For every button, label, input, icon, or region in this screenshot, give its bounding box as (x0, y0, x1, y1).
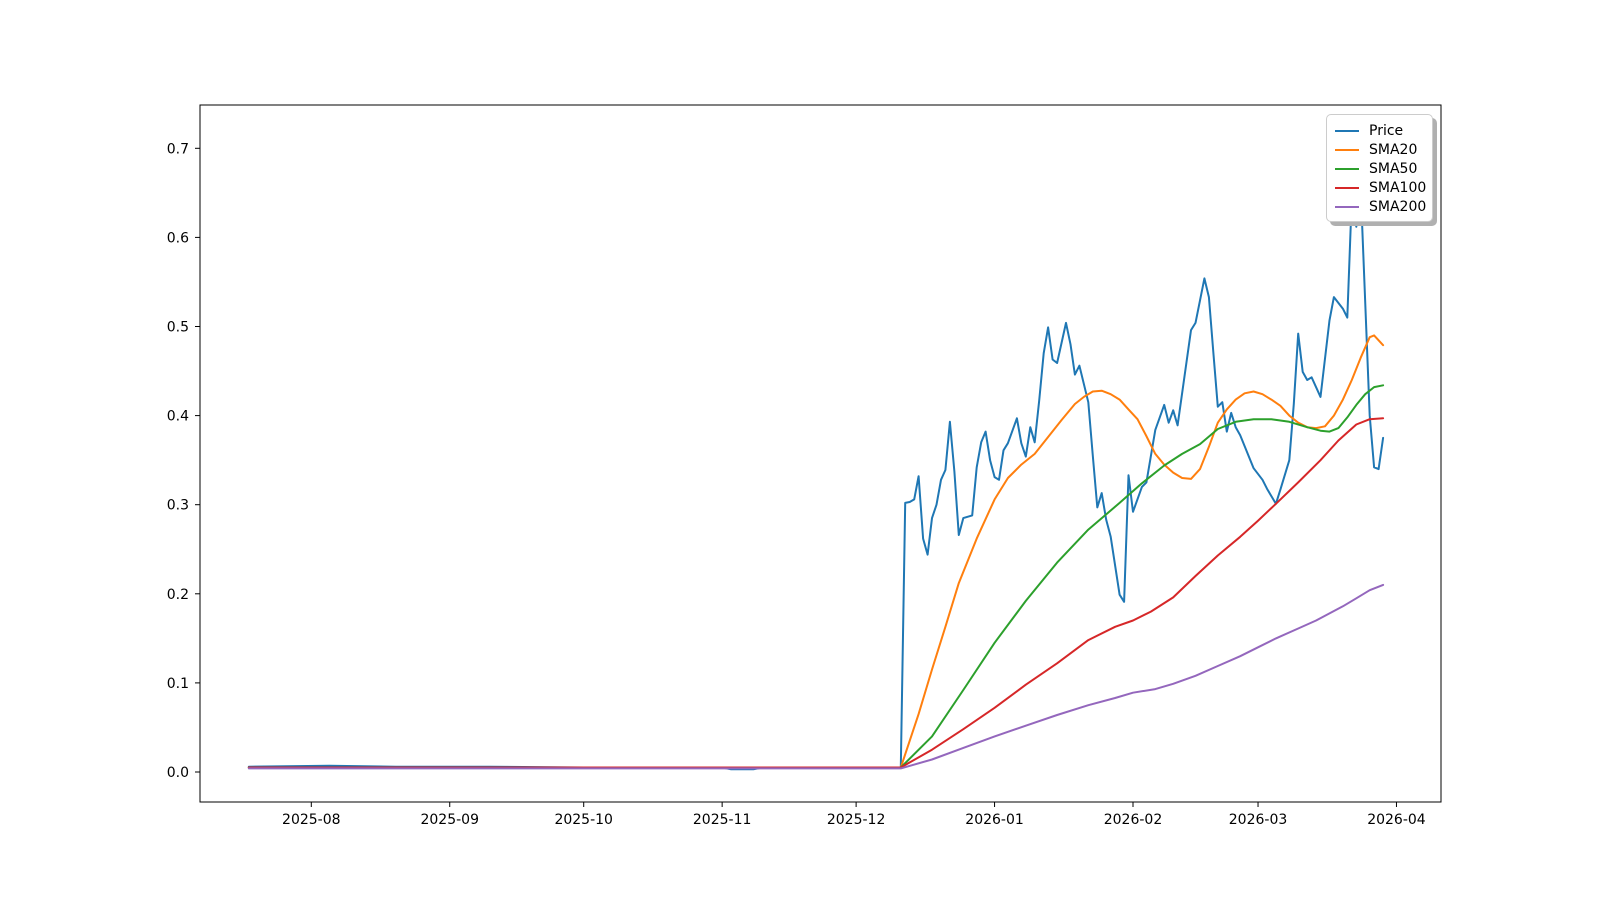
x-axis-tick-label: 2025-09 (420, 812, 479, 828)
series-line-price (247, 187, 1385, 771)
x-axis-tick-label: 2026-04 (1367, 812, 1426, 828)
x-axis-tick-label: 2025-08 (282, 812, 341, 828)
series-line-sma50 (247, 384, 1385, 769)
x-axis-tick-label: 2026-03 (1229, 812, 1288, 828)
legend-item-sma200: SMA200 (1335, 197, 1427, 216)
y-axis-tick-label: 0.0 (167, 765, 189, 781)
y-axis-tick-label: 0.4 (167, 409, 189, 425)
legend-swatch-sma200 (1335, 205, 1359, 208)
legend-label: SMA100 (1369, 179, 1427, 196)
legend-swatch-sma20 (1335, 148, 1359, 151)
y-axis-tick-label: 0.7 (167, 141, 189, 157)
legend-swatch-sma50 (1335, 167, 1359, 170)
y-axis-tick-label: 0.2 (167, 587, 189, 603)
y-axis: 0.0 0.1 0.2 0.3 0.4 0.5 0.6 0.7 (167, 141, 200, 781)
plot-border (199, 104, 1442, 803)
axes (199, 104, 1442, 803)
x-axis-tick-label: 2026-01 (965, 812, 1024, 828)
legend-label: SMA200 (1369, 198, 1427, 215)
legend-label: Price (1369, 122, 1404, 139)
legend-swatch-sma100 (1335, 186, 1359, 189)
legend-item-sma20: SMA20 (1335, 140, 1424, 159)
x-axis-tick-label: 2025-12 (827, 812, 886, 828)
x-axis-tick-label: 2025-10 (554, 812, 613, 828)
x-axis-tick-label: 2026-02 (1104, 812, 1163, 828)
legend-swatch-price (1335, 129, 1359, 132)
y-axis-tick-label: 0.5 (167, 320, 189, 336)
legend-label: SMA20 (1369, 141, 1418, 158)
legend: Price SMA20 SMA50 SMA100 SMA200 (1326, 114, 1433, 222)
x-axis-tick-label: 2025-11 (693, 812, 752, 828)
y-axis-tick-label: 0.3 (167, 498, 189, 514)
legend-item-price: Price (1335, 121, 1424, 140)
series-line-sma200 (247, 583, 1385, 770)
legend-item-sma50: SMA50 (1335, 159, 1424, 178)
series-line-sma20 (247, 334, 1385, 769)
legend-item-sma100: SMA100 (1335, 178, 1427, 197)
x-axis: 2025-08 2025-09 2025-10 2025-11 2025-12 2026-… (282, 802, 1426, 828)
series-lines (247, 187, 1385, 771)
legend-label: SMA50 (1369, 160, 1418, 177)
y-axis-tick-label: 0.6 (167, 230, 189, 246)
series-line-sma100 (247, 417, 1385, 769)
y-axis-tick-label: 0.1 (167, 676, 189, 692)
